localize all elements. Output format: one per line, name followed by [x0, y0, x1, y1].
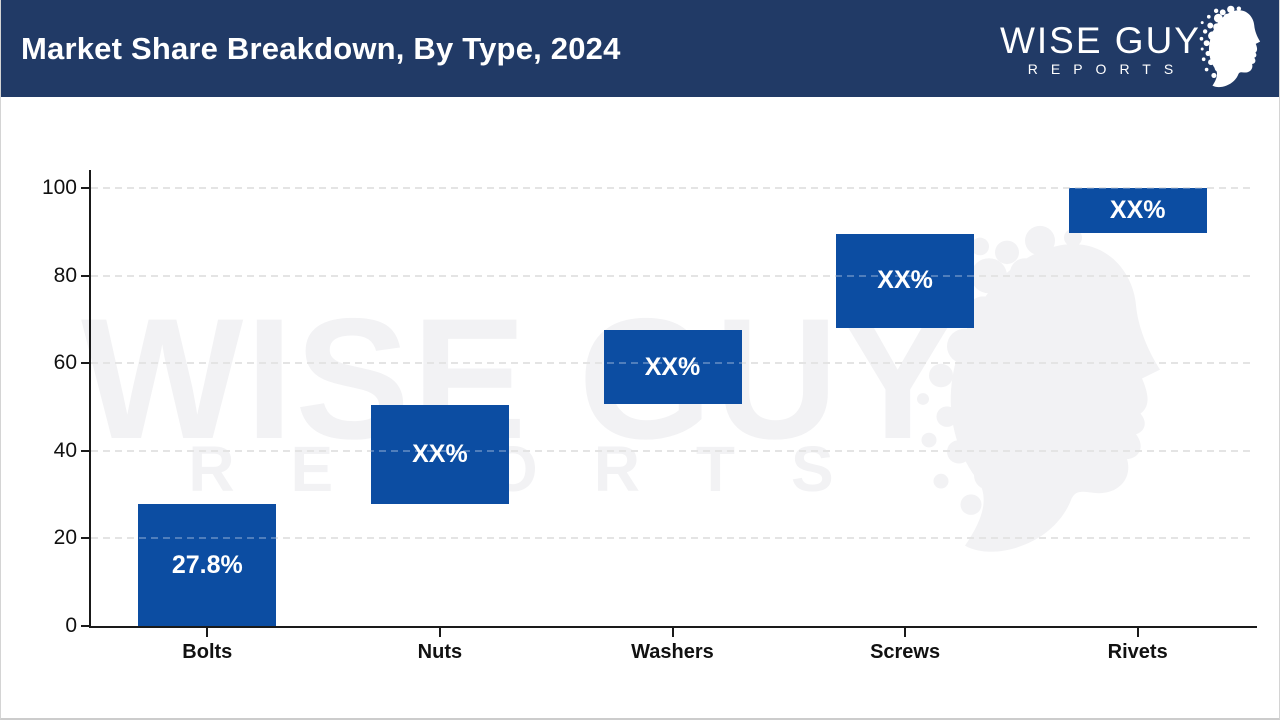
chart-plot-area: WISE GUY REPORTS 0 20 40 60 80 100 27.8% XX% XX%…	[1, 97, 1279, 718]
dotted-face-profile-watermark	[912, 225, 1160, 552]
x-axis-line	[89, 626, 1257, 628]
y-tick-mark	[81, 187, 90, 189]
x-tick-mark	[1136, 628, 1139, 637]
y-gridline	[91, 449, 1254, 452]
x-category-label: Bolts	[182, 641, 233, 663]
y-axis-line	[89, 170, 91, 628]
bar-value-label: XX%	[412, 440, 468, 468]
waterfall-bar: XX%	[836, 233, 975, 329]
header-bar: Market Share Breakdown, By Type, 2024 WI…	[1, 0, 1279, 97]
x-category-label: Screws	[870, 641, 941, 663]
y-tick-label: 80	[53, 263, 77, 287]
waterfall-bar: XX%	[1068, 188, 1207, 234]
y-gridline-overlay	[91, 362, 1254, 365]
x-tick-mark	[671, 628, 674, 637]
y-tick-label: 40	[53, 438, 77, 462]
y-tick-label: 0	[65, 614, 77, 637]
y-tick-mark	[81, 625, 90, 627]
bar-value-label: 27.8%	[171, 550, 243, 579]
y-gridline	[91, 187, 1254, 189]
x-tick-mark	[438, 628, 441, 637]
y-tick-label: 20	[53, 526, 77, 550]
y-tick-label: 100	[41, 176, 77, 199]
y-gridline	[91, 537, 1254, 540]
bar-value-label: XX%	[644, 352, 701, 381]
wiseguy-logo-text: WISE GUY REPORTS	[1000, 22, 1201, 76]
y-tick-mark	[81, 274, 90, 277]
waterfall-bar: 27.8%	[138, 504, 277, 626]
waterfall-bar: XX%	[603, 329, 742, 405]
y-tick-mark	[81, 449, 90, 452]
y-gridline-overlay	[91, 449, 1254, 452]
y-tick-mark	[81, 537, 90, 540]
y-tick-label: 60	[53, 351, 77, 375]
y-gridline-overlay	[91, 274, 1254, 277]
y-gridline-overlay	[91, 187, 1254, 189]
page-title: Market Share Breakdown, By Type, 2024	[21, 30, 621, 66]
x-tick-mark	[904, 628, 907, 637]
y-gridline-overlay	[91, 537, 1254, 540]
bar-value-label: XX%	[1109, 196, 1166, 225]
dotted-face-profile-icon	[1199, 5, 1261, 87]
logo-wordmark: WISE GUY	[999, 19, 1201, 61]
x-tick-mark	[206, 628, 209, 637]
x-category-label: Washers	[631, 641, 714, 663]
y-tick-mark	[81, 362, 90, 365]
x-category-label: Nuts	[417, 641, 463, 663]
y-gridline	[91, 274, 1254, 277]
x-category-label: Rivets	[1107, 641, 1168, 663]
bar-value-label: XX%	[877, 266, 933, 295]
watermark-wordmark: WISE GUY	[81, 283, 958, 475]
watermark-subtitle: REPORTS	[188, 433, 890, 505]
wiseguy-logo: WISE GUY REPORTS	[1000, 5, 1271, 93]
waterfall-bar: XX%	[370, 404, 509, 505]
logo-subtitle: REPORTS	[1027, 60, 1187, 77]
